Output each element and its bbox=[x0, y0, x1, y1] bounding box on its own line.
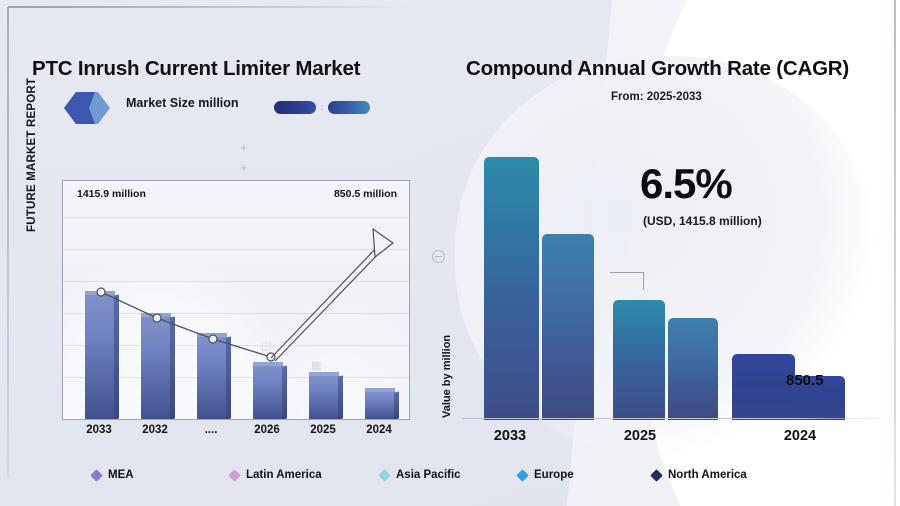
right-x-label-2033: 2033 bbox=[493, 428, 527, 444]
hexagon-logo-icon bbox=[58, 90, 122, 126]
x-label-2032: 2032 bbox=[142, 424, 168, 436]
left-chart-plot-area: 1415.9 million 850.5 million ◫ ▦ bbox=[62, 180, 410, 420]
legend-item-europe[interactable]: Europe bbox=[516, 468, 574, 482]
left-chart-end-value: 850.5 million bbox=[333, 188, 397, 200]
right-chart-data-label: 850.5 bbox=[786, 372, 824, 389]
market-size-legend-label: Market Size million bbox=[126, 96, 239, 110]
x-label-ellipsis: .... bbox=[204, 424, 218, 436]
rbar-2025-primary bbox=[613, 300, 665, 420]
left-border bbox=[7, 7, 9, 477]
gridline bbox=[63, 281, 409, 282]
legend-dot-icon bbox=[90, 468, 103, 482]
rbar-2024-secondary bbox=[792, 376, 845, 420]
legend-pill-separator: : bbox=[321, 103, 324, 112]
page-title: PTC Inrush Current Limiter Market bbox=[32, 57, 361, 80]
plus-icon: + bbox=[240, 160, 248, 175]
legend-label-latin-america: Latin America bbox=[246, 469, 322, 481]
gridline bbox=[63, 377, 409, 378]
right-x-label-2025: 2025 bbox=[623, 428, 657, 444]
cagr-title: Compound Annual Growth Rate (CAGR) bbox=[466, 57, 850, 80]
upward-growth-arrow-icon bbox=[270, 227, 395, 362]
legend-item-latin-america[interactable]: Latin America bbox=[228, 468, 322, 482]
right-x-label-2024: 2024 bbox=[783, 428, 817, 444]
cagr-usd-note: (USD, 1415.8 million) bbox=[643, 214, 762, 228]
right-chart-baseline bbox=[462, 418, 880, 420]
x-label-2033: 2033 bbox=[86, 424, 112, 436]
legend-pill-group: : bbox=[274, 101, 371, 114]
faint-chart-icon: ▦ bbox=[311, 360, 322, 372]
legend-label-europe: Europe bbox=[534, 469, 574, 481]
right-chart-y-axis-label: Value by million bbox=[441, 334, 453, 418]
legend-item-asia-pacific[interactable]: Asia Pacific bbox=[378, 468, 461, 482]
legend-pill-gradient bbox=[328, 101, 371, 114]
left-chart-start-value: 1415.9 million bbox=[77, 188, 146, 200]
left-chart-y-axis-label: FUTURE MARKET REPORT bbox=[26, 77, 38, 232]
legend-dot-icon bbox=[378, 468, 391, 482]
faint-table-icon: ◫ bbox=[261, 340, 272, 352]
legend: MEA Latin America Asia Pacific Europe No… bbox=[0, 462, 900, 488]
plus-icon: + bbox=[240, 140, 248, 155]
x-label-2025: 2025 bbox=[310, 424, 336, 436]
legend-dot-icon bbox=[650, 468, 663, 482]
left-chart-trend-line bbox=[96, 287, 276, 362]
rbar-2033-primary bbox=[484, 157, 539, 420]
legend-pill-dark bbox=[274, 101, 316, 114]
legend-dot-icon bbox=[516, 468, 529, 482]
right-chart-plot-area bbox=[470, 120, 870, 420]
legend-item-mea[interactable]: MEA bbox=[90, 468, 134, 482]
legend-label-mea: MEA bbox=[108, 469, 134, 481]
x-label-2026: 2026 bbox=[254, 424, 280, 436]
rbar-2033-secondary bbox=[542, 234, 594, 420]
gridline bbox=[63, 217, 409, 218]
minus-circle-icon bbox=[432, 250, 445, 263]
gridline bbox=[63, 249, 409, 250]
right-border bbox=[894, 0, 896, 506]
rbar-2025-secondary bbox=[668, 318, 718, 420]
legend-item-north-america[interactable]: North America bbox=[650, 468, 747, 482]
cagr-percentage: 6.5% bbox=[640, 160, 733, 207]
legend-dot-icon bbox=[228, 468, 241, 482]
x-label-2024: 2024 bbox=[366, 424, 392, 436]
left-chart-x-axis: 2033 2032 .... 2026 2025 2024 bbox=[62, 424, 410, 444]
cagr-period: From: 2025-2033 bbox=[611, 91, 702, 103]
legend-label-asia-pacific: Asia Pacific bbox=[396, 469, 461, 481]
top-divider bbox=[8, 6, 414, 8]
rbar-2024-primary bbox=[732, 354, 795, 420]
gridline bbox=[63, 313, 409, 314]
legend-label-north-america: North America bbox=[668, 469, 747, 481]
